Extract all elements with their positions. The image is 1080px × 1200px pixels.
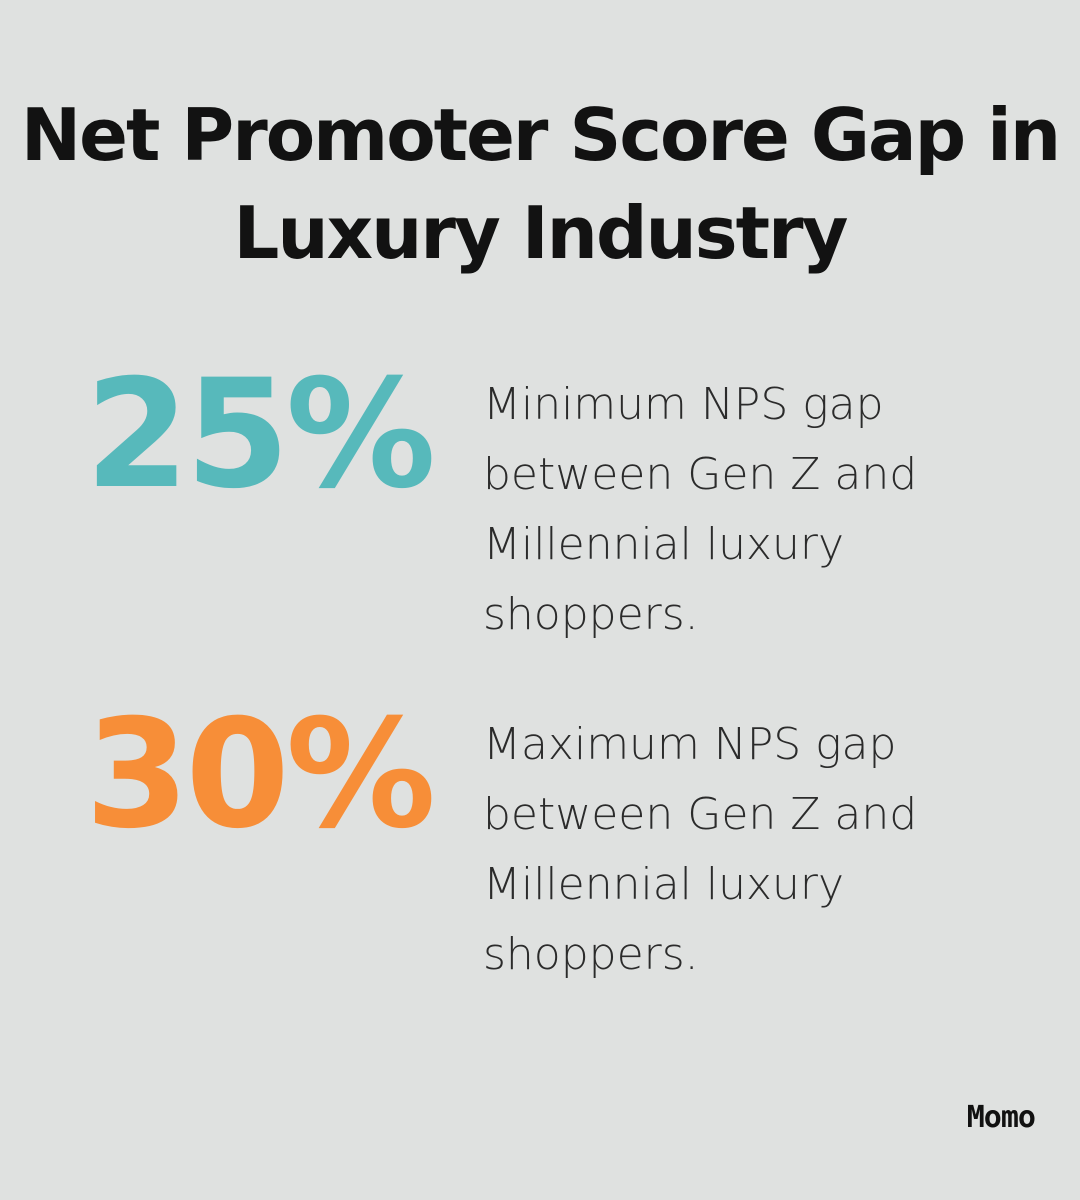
- stat-row-minimum: 25% Minimum NPS gap between Gen Z and Mi…: [85, 360, 953, 650]
- stat-description-maximum: Maximum NPS gap between Gen Z and Millen…: [483, 719, 918, 980]
- page-title: Net Promoter Score Gap in Luxury Industr…: [20, 93, 1061, 275]
- stat-row-maximum: 30% Maximum NPS gap between Gen Z and Mi…: [85, 700, 953, 990]
- brand-logo: Momo: [966, 1100, 1036, 1135]
- stat-value-minimum: 25%: [85, 348, 436, 522]
- stat-description-minimum: Minimum NPS gap between Gen Z and Millen…: [483, 379, 918, 640]
- stat-value-maximum: 30%: [85, 688, 436, 862]
